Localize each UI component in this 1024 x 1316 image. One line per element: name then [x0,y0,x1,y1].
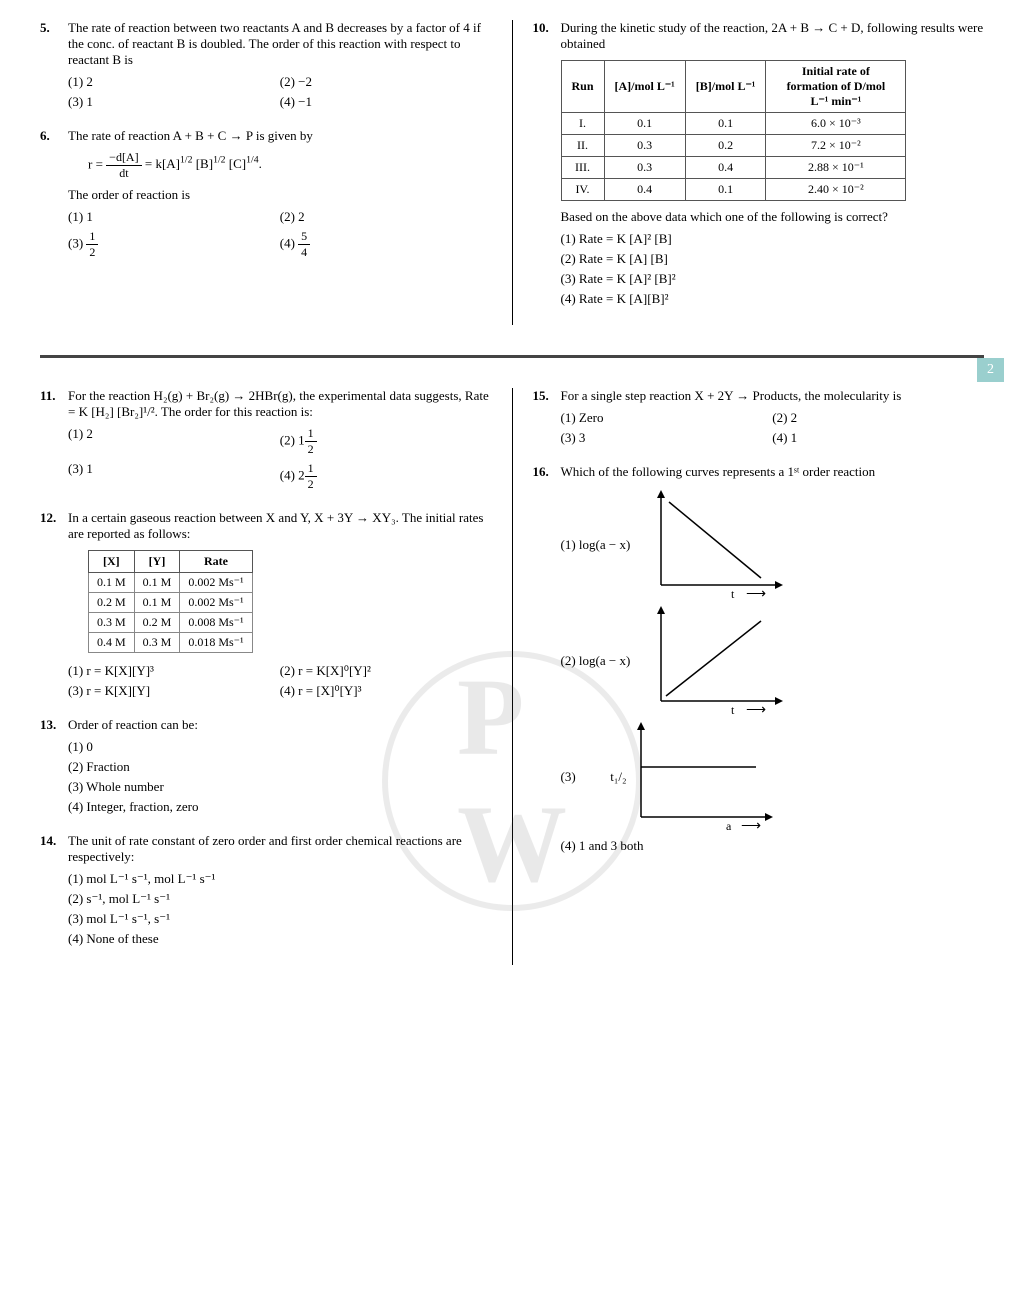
option: (3) 1 [68,92,280,112]
option: (3) Whole number [68,777,492,797]
option: (2) 2 [280,207,492,227]
option: (2) 112 [280,424,492,459]
option: (3) 12 [68,227,280,262]
option: (1) Rate = K [A]² [B] [561,229,985,249]
question-number: 15. [533,388,561,448]
option: (4) 1 [772,428,984,448]
rate-formula: r = −d[A]dt = k[A]1/2 [B]1/2 [C]1/4. [88,150,492,181]
svg-text:a: a [726,819,732,832]
question-text: Order of reaction can be: [68,717,492,733]
option: (2) s⁻¹, mol L⁻¹ s⁻¹ [68,889,492,909]
section-divider [40,355,984,358]
option: (2) −2 [280,72,492,92]
option: (1) 2 [68,424,280,459]
svg-text:⟶: ⟶ [746,587,766,600]
question-15: 15. For a single step reaction X + 2Y → … [533,388,985,448]
question-text: In a certain gaseous reaction between X … [68,510,492,542]
option: (1) 0 [68,737,492,757]
option-label: (3) [561,769,601,785]
option: (2) 2 [772,408,984,428]
rates-table: [X][Y]Rate 0.1 M0.1 M0.002 Ms⁻¹ 0.2 M0.1… [88,550,253,653]
question-number: 10. [533,20,561,309]
option: (3) 1 [68,459,280,494]
question-11: 11. For the reaction H₂(g) + Br₂(g) → 2H… [40,388,492,494]
svg-text:⟶: ⟶ [746,703,766,716]
column-divider [512,20,513,325]
graph-1-icon: t ⟶ [651,490,791,600]
question-number: 16. [533,464,561,854]
question-number: 12. [40,510,68,701]
svg-text:⟶: ⟶ [741,819,761,832]
option: (2) r = K[X]⁰[Y]² [280,661,492,681]
y-axis-label: t₁/₂ [601,769,631,785]
option: (4) 1 and 3 both [561,838,985,854]
question-10: 10. During the kinetic study of the reac… [533,20,985,309]
option: (4) Integer, fraction, zero [68,797,492,817]
graph-2-icon: t ⟶ [651,606,791,716]
question-number: 5. [40,20,68,112]
question-text: The rate of reaction A + B + C → P is gi… [68,128,492,144]
question-16: 16. Which of the following curves repres… [533,464,985,854]
option: (4) Rate = K [A][B]² [561,289,985,309]
option: (4) None of these [68,929,492,949]
question-text: The unit of rate constant of zero order … [68,833,492,865]
question-number: 11. [40,388,68,494]
table-header: [B]/mol L⁻¹ [685,61,766,113]
option: (4) 212 [280,459,492,494]
option: (3) Rate = K [A]² [B]² [561,269,985,289]
question-number: 6. [40,128,68,262]
question-text: Which of the following curves represents… [561,464,985,480]
question-number: 13. [40,717,68,817]
question-text: The rate of reaction between two reactan… [68,20,492,68]
option: (3) r = K[X][Y] [68,681,280,701]
table-header: Run [561,61,604,113]
table-header: Initial rate of formation of D/mol L⁻¹ m… [766,61,906,113]
question-6: 6. The rate of reaction A + B + C → P is… [40,128,492,262]
option: (4) 54 [280,227,492,262]
table-header: [A]/mol L⁻¹ [604,61,685,113]
question-text-2: The order of reaction is [68,187,492,203]
kinetics-table: Run [A]/mol L⁻¹ [B]/mol L⁻¹ Initial rate… [561,60,907,201]
question-text: During the kinetic study of the reaction… [561,20,985,52]
question-12: 12. In a certain gaseous reaction betwee… [40,510,492,701]
column-divider [512,388,513,965]
option: (3) 3 [561,428,773,448]
option: (4) r = [X]⁰[Y]³ [280,681,492,701]
question-13: 13. Order of reaction can be: (1) 0 (2) … [40,717,492,817]
option: (4) −1 [280,92,492,112]
question-number: 14. [40,833,68,949]
svg-text:t: t [731,587,735,600]
question-text: For the reaction H₂(g) + Br₂(g) → 2HBr(g… [68,388,492,420]
svg-text:t: t [731,703,735,716]
question-text-2: Based on the above data which one of the… [561,209,985,225]
option: (1) mol L⁻¹ s⁻¹, mol L⁻¹ s⁻¹ [68,869,492,889]
option: (2) Fraction [68,757,492,777]
option-label: (2) log(a − x) [561,653,651,669]
question-5: 5. The rate of reaction between two reac… [40,20,492,112]
option: (1) Zero [561,408,773,428]
question-14: 14. The unit of rate constant of zero or… [40,833,492,949]
graph-3-icon: a ⟶ [631,722,781,832]
option: (1) 1 [68,207,280,227]
option: (1) 2 [68,72,280,92]
option-label: (1) log(a − x) [561,537,651,553]
page-number-badge: 2 [977,358,1004,382]
option: (3) mol L⁻¹ s⁻¹, s⁻¹ [68,909,492,929]
option: (1) r = K[X][Y]³ [68,661,280,681]
question-text: For a single step reaction X + 2Y → Prod… [561,388,985,404]
option: (2) Rate = K [A] [B] [561,249,985,269]
